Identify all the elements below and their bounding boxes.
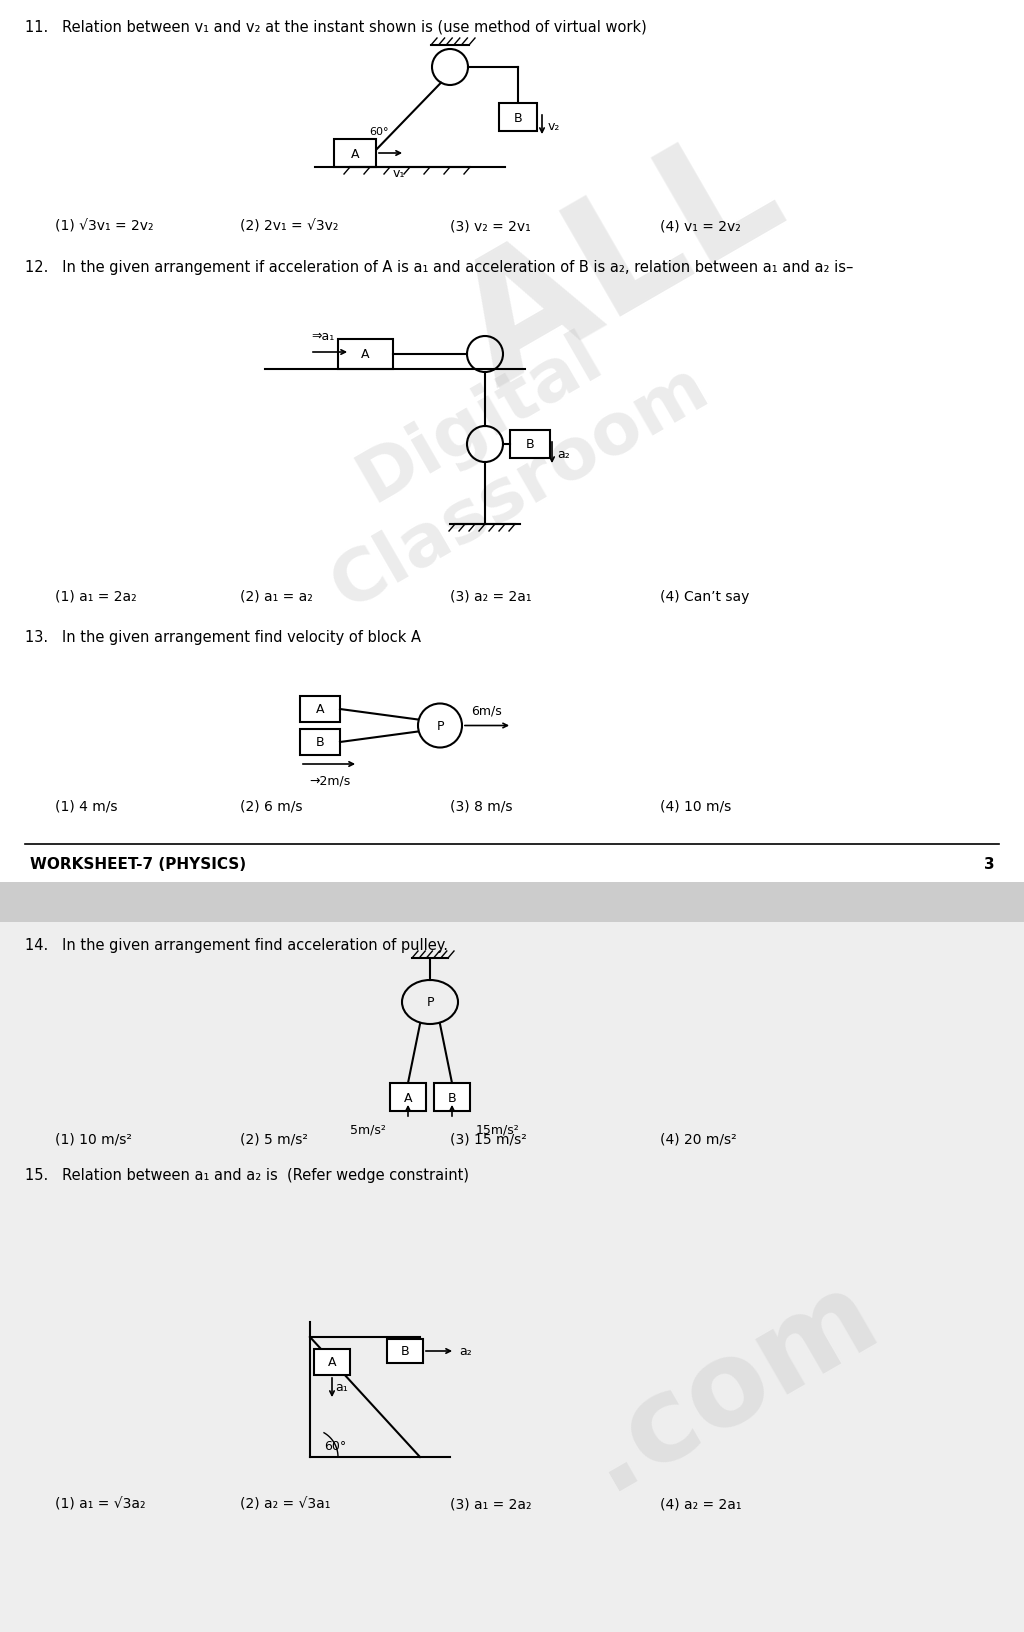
Text: (2) a₁ = a₂: (2) a₁ = a₂ [240, 589, 312, 604]
Text: (2) 5 m/s²: (2) 5 m/s² [240, 1133, 308, 1146]
Text: v₂: v₂ [548, 119, 560, 132]
Text: Digital
Classroom: Digital Classroom [280, 282, 720, 623]
Bar [300, 730, 340, 756]
Text: P: P [436, 720, 443, 733]
Text: (4) v₁ = 2v₂: (4) v₁ = 2v₂ [660, 220, 740, 233]
Bar [390, 1084, 426, 1111]
Text: (2) 6 m/s: (2) 6 m/s [240, 800, 302, 813]
Text: A: A [403, 1090, 413, 1103]
Bar [387, 1340, 423, 1363]
Text: (1) 10 m/s²: (1) 10 m/s² [55, 1133, 132, 1146]
Text: →2m/s: →2m/s [309, 775, 350, 788]
Text: A: A [328, 1356, 336, 1369]
Text: (1) a₁ = √3a₂: (1) a₁ = √3a₂ [55, 1497, 145, 1511]
Text: WORKSHEET-7 (PHYSICS): WORKSHEET-7 (PHYSICS) [30, 857, 246, 871]
Text: 15.   Relation between a₁ and a₂ is  (Refer wedge constraint): 15. Relation between a₁ and a₂ is (Refer… [25, 1167, 469, 1182]
Text: 3: 3 [984, 857, 995, 871]
Text: 5m/s²: 5m/s² [350, 1123, 386, 1136]
Text: (3) 15 m/s²: (3) 15 m/s² [450, 1133, 526, 1146]
Text: 6m/s: 6m/s [471, 703, 502, 716]
Text: a₂: a₂ [557, 449, 569, 462]
Bar [338, 339, 392, 370]
Text: 11.   Relation between v₁ and v₂ at the instant shown is (use method of virtual : 11. Relation between v₁ and v₂ at the in… [25, 20, 647, 34]
Text: 12.   In the given arrangement if acceleration of A is a₁ and acceleration of B : 12. In the given arrangement if accelera… [25, 259, 853, 274]
Bar [434, 1084, 470, 1111]
Bar [0, 922, 1024, 1632]
Bar [499, 104, 537, 132]
Text: B: B [400, 1345, 410, 1358]
Text: (2) 2v₁ = √3v₂: (2) 2v₁ = √3v₂ [240, 220, 338, 233]
Text: P: P [426, 996, 434, 1009]
Text: (3) v₂ = 2v₁: (3) v₂ = 2v₁ [450, 220, 530, 233]
Bar [0, 883, 1024, 922]
Text: (1) 4 m/s: (1) 4 m/s [55, 800, 118, 813]
Text: A: A [315, 703, 325, 716]
Text: 15m/s²: 15m/s² [476, 1123, 520, 1136]
Text: 13.   In the given arrangement find velocity of block A: 13. In the given arrangement find veloci… [25, 630, 421, 645]
Text: 60°: 60° [369, 127, 388, 137]
Text: (1) √3v₁ = 2v₂: (1) √3v₁ = 2v₂ [55, 220, 154, 233]
Text: B: B [315, 736, 325, 749]
Text: (3) a₂ = 2a₁: (3) a₂ = 2a₁ [450, 589, 531, 604]
Text: (4) 20 m/s²: (4) 20 m/s² [660, 1133, 736, 1146]
Text: v₁: v₁ [393, 166, 406, 180]
Text: B: B [447, 1090, 457, 1103]
Text: (2) a₂ = √3a₁: (2) a₂ = √3a₁ [240, 1497, 331, 1511]
Text: 14.   In the given arrangement find acceleration of pulley.: 14. In the given arrangement find accele… [25, 937, 449, 953]
Text: (4) a₂ = 2a₁: (4) a₂ = 2a₁ [660, 1497, 741, 1511]
Text: (4) Can’t say: (4) Can’t say [660, 589, 750, 604]
Bar [300, 697, 340, 723]
Bar [314, 1350, 350, 1376]
Text: a₂: a₂ [459, 1345, 472, 1358]
Text: ⇒a₁: ⇒a₁ [311, 330, 334, 343]
Bar [334, 140, 376, 168]
Bar [0, 0, 1024, 883]
Text: B: B [514, 111, 522, 124]
Text: .com: .com [563, 1253, 897, 1511]
Text: ALL: ALL [431, 108, 809, 419]
Text: a₁: a₁ [335, 1381, 348, 1394]
Text: A: A [360, 348, 370, 361]
Text: (4) 10 m/s: (4) 10 m/s [660, 800, 731, 813]
Text: (1) a₁ = 2a₂: (1) a₁ = 2a₂ [55, 589, 136, 604]
Bar [510, 431, 550, 459]
Text: (3) a₁ = 2a₂: (3) a₁ = 2a₂ [450, 1497, 531, 1511]
Text: B: B [525, 439, 535, 450]
Text: 60°: 60° [324, 1439, 346, 1452]
Text: A: A [351, 147, 359, 160]
Text: (3) 8 m/s: (3) 8 m/s [450, 800, 512, 813]
